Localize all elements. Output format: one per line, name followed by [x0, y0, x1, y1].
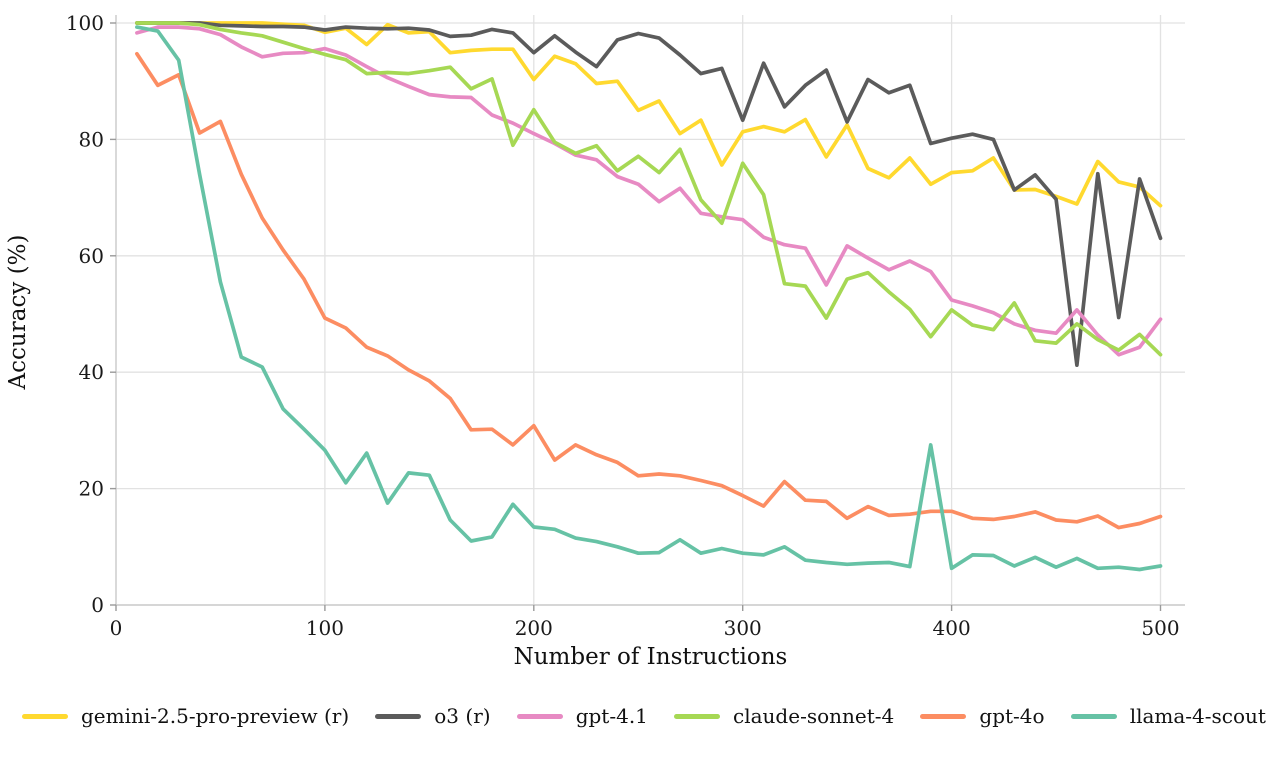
- legend-label-llama-4-scout: llama-4-scout: [1129, 704, 1266, 728]
- legend-label-claude-sonnet-4: claude-sonnet-4: [733, 704, 895, 728]
- y-tick-label-40: 40: [79, 360, 104, 384]
- x-tick-label-100: 100: [306, 616, 344, 640]
- legend-swatch-claude-sonnet-4: [674, 713, 721, 719]
- y-tick-label-60: 60: [79, 244, 104, 268]
- y-tick-label-80: 80: [79, 127, 104, 151]
- legend-item-gemini-2-5-pro-preview-r: gemini-2.5-pro-preview (r): [22, 704, 349, 728]
- x-tick-label-300: 300: [724, 616, 762, 640]
- y-tick-label-20: 20: [79, 477, 104, 501]
- legend-item-llama-4-scout: llama-4-scout: [1070, 704, 1266, 728]
- legend-swatch-gpt-4-1: [516, 713, 563, 719]
- legend-item-gpt-4-1: gpt-4.1: [516, 704, 648, 728]
- y-axis-title: Accuracy (%): [5, 234, 31, 390]
- series-line-o3-r: [135, 21, 1163, 368]
- x-tick-label-0: 0: [110, 616, 123, 640]
- legend-item-gpt-4o: gpt-4o: [920, 704, 1045, 728]
- y-tick-label-0: 0: [91, 593, 104, 617]
- legend: gemini-2.5-pro-preview (r) o3 (r) gpt-4.1 c…: [22, 704, 1266, 728]
- legend-swatch-o3-r: [375, 713, 422, 719]
- legend-swatch-gemini-2-5-pro-preview-r: [22, 713, 68, 719]
- x-tick-label-500: 500: [1141, 616, 1179, 640]
- plot-area: 0 100 200 300 400 500 0 20 40 60 80 100: [66, 11, 1185, 640]
- y-tick-label-100: 100: [66, 11, 104, 35]
- x-axis-title: Number of Instructions: [513, 644, 788, 670]
- x-tick-label-400: 400: [933, 616, 971, 640]
- legend-label-o3-r: o3 (r): [434, 704, 491, 728]
- legend-item-claude-sonnet-4: claude-sonnet-4: [674, 704, 894, 728]
- legend-swatch-gpt-4o: [920, 713, 967, 719]
- series-line-llama-4-scout: [135, 25, 1163, 572]
- series-line-gpt-4-1: [135, 25, 1163, 357]
- series-line-claude-sonnet-4: [135, 21, 1163, 357]
- legend-label-gemini-2-5-pro-preview-r: gemini-2.5-pro-preview (r): [81, 704, 350, 728]
- x-tick-label-200: 200: [515, 616, 553, 640]
- legend-swatch-llama-4-scout: [1070, 713, 1117, 719]
- legend-item-o3-r: o3 (r): [375, 704, 491, 728]
- series-line-gpt-4o: [135, 51, 1163, 530]
- series-line-gemini-2-5-pro-preview-r: [135, 21, 1163, 208]
- legend-label-gpt-4o: gpt-4o: [979, 704, 1045, 728]
- legend-label-gpt-4-1: gpt-4.1: [575, 704, 648, 728]
